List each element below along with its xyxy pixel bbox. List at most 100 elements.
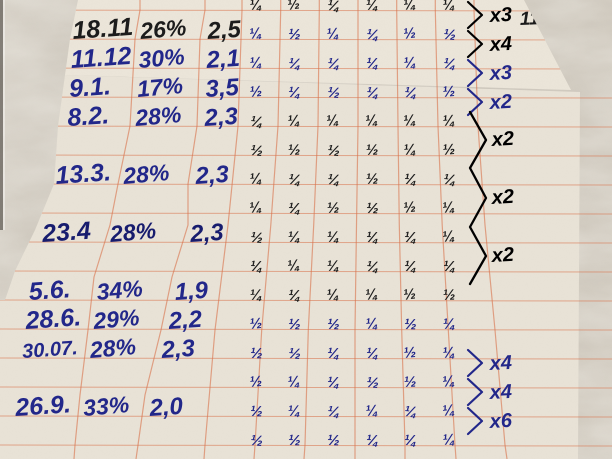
svg-text:¼: ¼ [249, 170, 263, 188]
svg-text:¼: ¼ [442, 344, 456, 362]
svg-text:¼: ¼ [366, 26, 380, 44]
svg-text:3,5: 3,5 [205, 74, 241, 103]
svg-text:¼: ¼ [250, 287, 263, 304]
svg-text:½: ½ [288, 142, 301, 159]
svg-text:½: ½ [404, 316, 417, 333]
svg-text:½: ½ [327, 432, 340, 449]
svg-text:½: ½ [366, 171, 379, 188]
svg-text:½: ½ [366, 200, 379, 217]
svg-text:¼: ¼ [441, 227, 456, 246]
svg-text:18.11: 18.11 [71, 13, 134, 45]
svg-text:¼: ¼ [327, 171, 341, 189]
svg-text:¼: ¼ [288, 200, 301, 217]
svg-text:¼: ¼ [366, 55, 379, 72]
svg-text:¼: ¼ [249, 0, 263, 14]
svg-text:½: ½ [366, 374, 380, 392]
svg-text:¼: ¼ [443, 258, 456, 275]
svg-text:23.4: 23.4 [40, 217, 92, 248]
svg-text:2,3: 2,3 [160, 335, 197, 364]
svg-text:33%: 33% [82, 391, 130, 421]
svg-text:½: ½ [366, 142, 379, 159]
svg-text:¼: ¼ [366, 345, 379, 362]
svg-text:¼: ¼ [365, 315, 379, 333]
svg-text:9.1.: 9.1. [68, 72, 112, 103]
svg-text:¼: ¼ [327, 403, 341, 421]
svg-text:¼: ¼ [442, 0, 456, 14]
svg-text:¼: ¼ [249, 54, 263, 72]
svg-text:¼: ¼ [366, 84, 380, 102]
svg-text:¼: ¼ [327, 229, 340, 246]
svg-text:x6: x6 [488, 410, 513, 433]
svg-text:¼: ¼ [443, 171, 457, 189]
svg-text:x2: x2 [490, 186, 514, 209]
svg-text:¼: ¼ [327, 258, 340, 275]
svg-text:2,1: 2,1 [205, 45, 241, 74]
svg-text:x3: x3 [488, 4, 512, 27]
svg-text:¼: ¼ [441, 401, 456, 420]
svg-text:28%: 28% [133, 101, 182, 131]
svg-text:¼: ¼ [287, 373, 301, 391]
svg-text:2,5: 2,5 [206, 16, 243, 45]
svg-text:½: ½ [327, 84, 341, 102]
svg-text:½: ½ [404, 374, 417, 391]
svg-text:¼: ¼ [250, 113, 264, 131]
svg-text:¼: ¼ [364, 111, 379, 130]
svg-text:x2: x2 [488, 91, 512, 114]
svg-text:¼: ¼ [248, 24, 263, 43]
svg-text:½: ½ [402, 198, 417, 217]
svg-text:¼: ¼ [288, 55, 302, 73]
svg-text:½: ½ [443, 26, 457, 44]
svg-text:½: ½ [288, 26, 301, 43]
svg-text:½: ½ [403, 344, 417, 362]
svg-text:½: ½ [442, 83, 456, 101]
svg-text:½: ½ [442, 141, 456, 159]
svg-text:¼: ¼ [325, 111, 340, 130]
svg-text:¼: ¼ [404, 84, 418, 102]
svg-text:¼: ¼ [364, 285, 379, 304]
svg-text:28%: 28% [108, 217, 157, 247]
svg-text:¼: ¼ [286, 256, 301, 275]
svg-text:28.6.: 28.6. [24, 303, 82, 335]
svg-text:¼: ¼ [327, 55, 341, 73]
svg-text:¼: ¼ [287, 112, 301, 130]
svg-text:¼: ¼ [248, 198, 263, 217]
svg-text:½: ½ [443, 287, 456, 304]
svg-text:¼: ¼ [404, 229, 417, 246]
svg-text:½: ½ [250, 345, 263, 362]
svg-text:26%: 26% [138, 14, 187, 44]
svg-text:¼: ¼ [366, 0, 379, 14]
svg-text:2,2: 2,2 [167, 306, 204, 335]
svg-text:½: ½ [249, 83, 263, 101]
svg-text:¼: ¼ [365, 402, 379, 420]
svg-text:2,3: 2,3 [194, 161, 231, 190]
svg-text:¼: ¼ [402, 0, 417, 14]
svg-text:11½: 11½ [519, 8, 555, 30]
svg-text:¼: ¼ [288, 229, 301, 246]
svg-text:½: ½ [250, 403, 263, 420]
svg-text:¼: ¼ [442, 431, 456, 449]
svg-text:¼: ¼ [326, 25, 340, 43]
svg-text:26.9.: 26.9. [13, 390, 71, 422]
svg-text:x2: x2 [490, 128, 514, 151]
svg-text:½: ½ [250, 432, 264, 450]
svg-text:½: ½ [402, 24, 417, 43]
svg-text:¼: ¼ [403, 54, 417, 72]
svg-text:¼: ¼ [366, 229, 379, 246]
svg-text:11.12: 11.12 [70, 42, 133, 74]
svg-text:¼: ¼ [443, 55, 457, 73]
svg-text:¼: ¼ [402, 111, 417, 130]
svg-text:30%: 30% [137, 43, 185, 73]
svg-text:½: ½ [288, 432, 301, 449]
svg-text:x3: x3 [488, 62, 512, 85]
svg-text:½: ½ [327, 200, 340, 217]
svg-text:½: ½ [288, 345, 302, 363]
svg-text:¼: ¼ [326, 286, 340, 304]
svg-text:¼: ¼ [366, 432, 379, 449]
svg-text:½: ½ [250, 229, 264, 247]
svg-text:2,3: 2,3 [188, 219, 225, 248]
svg-text:¼: ¼ [250, 258, 263, 275]
svg-text:¼: ¼ [404, 258, 417, 275]
svg-text:29%: 29% [91, 304, 140, 334]
svg-text:x4: x4 [488, 352, 512, 375]
svg-text:¼: ¼ [404, 403, 418, 421]
